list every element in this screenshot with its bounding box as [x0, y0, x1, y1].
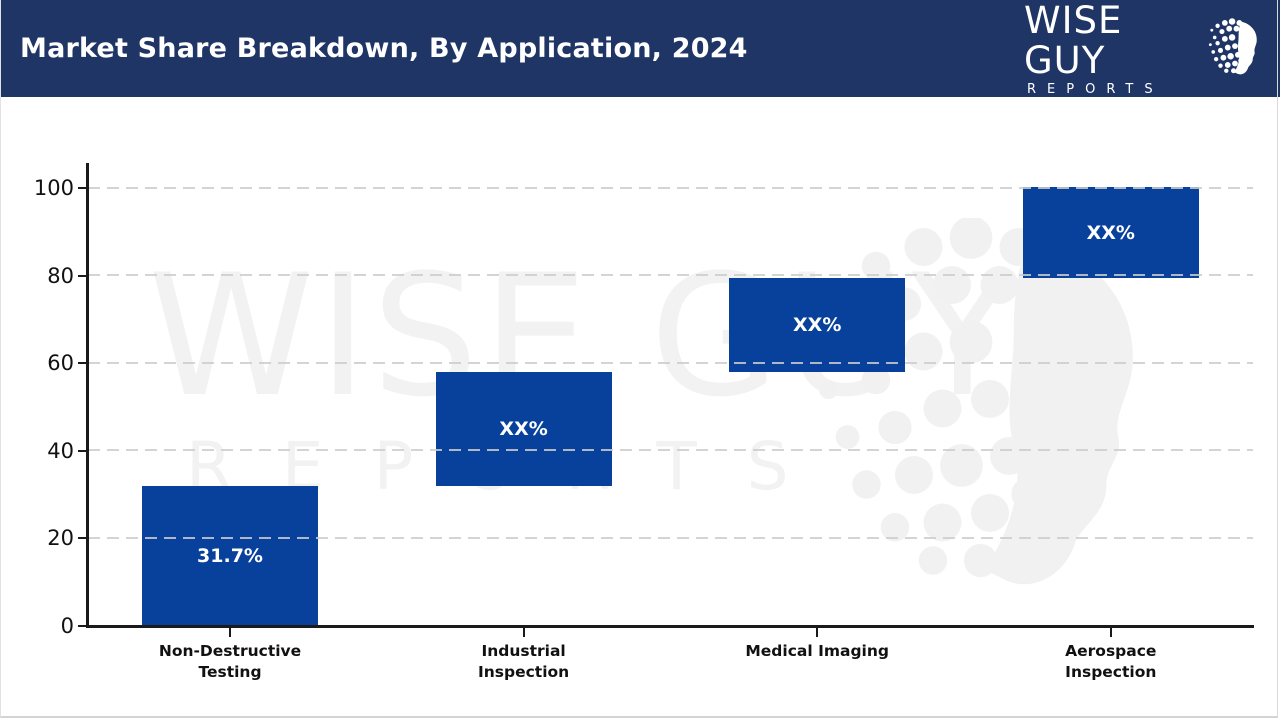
- x-axis-line: [86, 625, 1254, 628]
- brand-face-dots-icon: [1208, 18, 1257, 75]
- gridline-60: [88, 361, 1253, 364]
- brand-name: WISE GUY: [1024, 0, 1123, 82]
- x-category-label: Non-Destructive Testing: [158, 642, 302, 681]
- y-axis-line: [86, 163, 89, 627]
- y-tick-mark-80: [78, 274, 87, 277]
- brand-logo-text: WISE GUY REPORTS: [1024, 0, 1204, 98]
- header-bar: Market Share Breakdown, By Application, …: [0, 0, 1280, 97]
- y-tick-label-20: 20: [47, 526, 74, 551]
- bar-4: XX%: [1022, 187, 1199, 279]
- x-tick-mark-2: [522, 627, 525, 637]
- y-tick-mark-100: [78, 187, 87, 189]
- y-tick-mark-20: [78, 537, 87, 540]
- watermark-face-dots-icon: [819, 218, 1133, 585]
- bar-value-label: 31.7%: [197, 544, 263, 567]
- gridline-20: [88, 536, 1253, 539]
- x-category-label: Industrial Inspection: [477, 642, 570, 681]
- gridline-100: [88, 186, 1253, 189]
- y-tick-mark-0: [78, 625, 87, 627]
- y-tick-mark-60: [78, 362, 87, 365]
- bar-value-label: XX%: [499, 418, 548, 441]
- x-tick-mark-4: [1109, 627, 1112, 637]
- y-tick-label-40: 40: [47, 438, 74, 463]
- y-tick-label-80: 80: [47, 263, 74, 288]
- bar-3: XX%: [729, 278, 906, 373]
- gridline-80: [88, 274, 1253, 277]
- bar-value-label: XX%: [793, 314, 842, 337]
- bar-2: XX%: [435, 372, 612, 487]
- brand-logo: WISE GUY REPORTS: [1024, 1, 1264, 97]
- brand-subname: REPORTS: [1027, 82, 1164, 97]
- x-category-label: Aerospace Inspection: [1065, 642, 1157, 681]
- y-tick-label-60: 60: [47, 351, 74, 376]
- y-tick-mark-40: [78, 449, 87, 452]
- x-tick-mark-1: [229, 627, 231, 637]
- gridline-40: [88, 449, 1253, 452]
- bar-1: 31.7%: [142, 486, 318, 625]
- bar-value-label: XX%: [1086, 221, 1135, 244]
- y-tick-label-100: 100: [33, 176, 74, 200]
- page-title: Market Share Breakdown, By Application, …: [20, 33, 748, 64]
- x-tick-mark-3: [816, 627, 819, 637]
- chart-plot-area: 0 20 40 60 80 100 31.7% Non-Destructive Testing…: [0, 97, 1280, 720]
- y-tick-label-0: 0: [60, 614, 74, 638]
- x-category-label: Medical Imaging: [745, 642, 889, 660]
